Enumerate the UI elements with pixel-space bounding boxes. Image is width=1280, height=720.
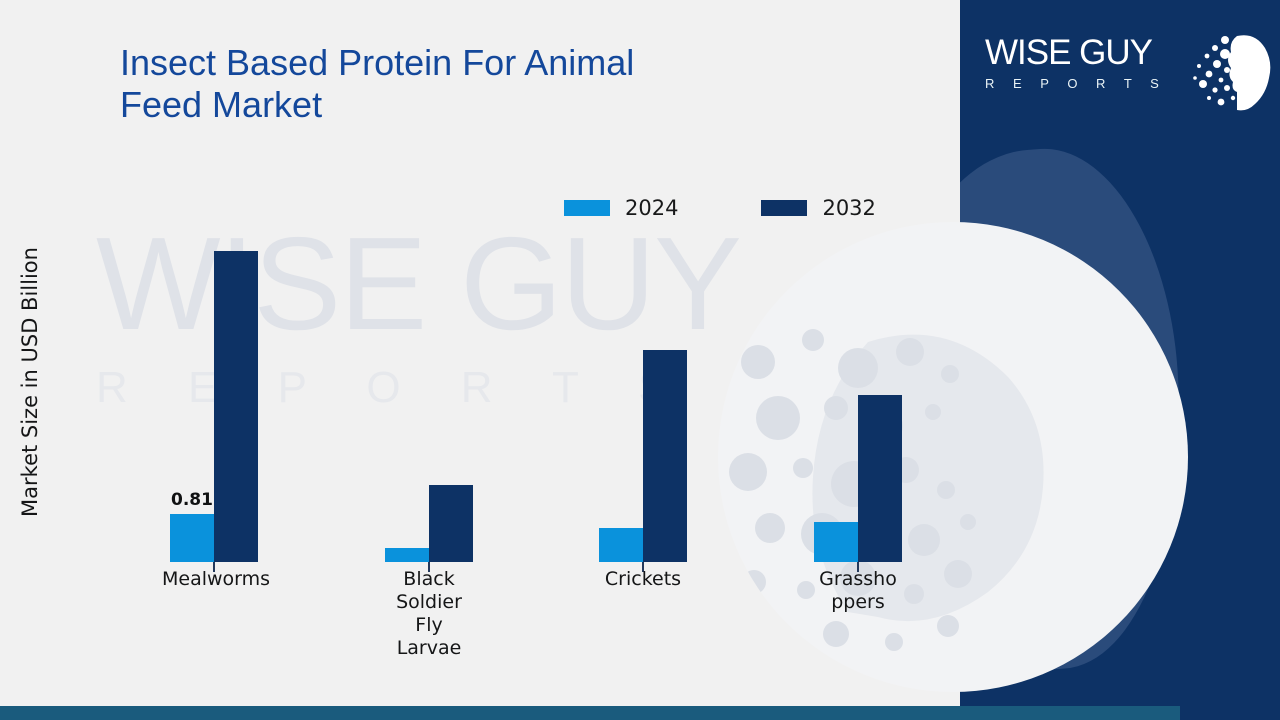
x-axis-label-black-soldier-fly-larvae: Black Soldier Fly Larvae [396, 568, 462, 659]
bar-2024-mealworms[interactable]: 0.81 [170, 490, 214, 562]
bar-group-crickets: Crickets [599, 142, 687, 590]
legend-label-2024: 2024 [625, 196, 679, 220]
bar-2032-black-soldier-fly-larvae[interactable] [429, 485, 473, 562]
bar-group-grasshoppers: Grassho ppers [814, 142, 902, 613]
legend-item-2024[interactable]: 2024 [564, 196, 678, 220]
chart-plot-area: Market Size in USD Billion 0.81 Mealworm… [18, 142, 902, 659]
x-axis-tick [428, 562, 430, 572]
logo: WISE GUY R E P O R T S [985, 33, 1271, 114]
legend-swatch-2032 [761, 200, 808, 216]
bottom-accent-bar [0, 706, 1180, 720]
x-axis-tick [213, 562, 215, 572]
logo-wordmark: WISE GUY [985, 33, 1153, 72]
legend-swatch-2024 [564, 200, 610, 216]
chart-legend: 2024 2032 [564, 196, 876, 220]
bar-2024-crickets[interactable] [599, 528, 643, 562]
bar-2032-mealworms[interactable] [214, 251, 258, 562]
x-axis-tick [642, 562, 644, 572]
bar-2032-grasshoppers[interactable] [858, 395, 902, 562]
legend-label-2032: 2032 [822, 196, 876, 220]
bar-2024-black-soldier-fly-larvae[interactable] [385, 548, 429, 562]
x-axis-tick [857, 562, 859, 572]
x-axis-label-mealworms: Mealworms [162, 568, 271, 590]
bar-2032-crickets[interactable] [643, 350, 687, 562]
bar-group-mealworms: 0.81 Mealworms [162, 142, 270, 590]
bar-group-black-soldier-fly-larvae: Black Soldier Fly Larvae [385, 142, 473, 659]
logo-subtitle: R E P O R T S [985, 76, 1167, 91]
x-axis-label-crickets: Crickets [604, 568, 682, 590]
bar-value-2024-mealworms: 0.81 [171, 490, 213, 510]
logo-head-icon [1193, 35, 1271, 111]
page-title: Insect Based Protein For Animal Feed Mar… [120, 42, 635, 125]
bar-2024-grasshoppers[interactable] [814, 522, 858, 562]
legend-item-2032[interactable]: 2032 [761, 196, 876, 220]
y-axis-title: Market Size in USD Billion [18, 247, 42, 517]
x-axis-label-grasshoppers: Grassho ppers [819, 568, 897, 613]
